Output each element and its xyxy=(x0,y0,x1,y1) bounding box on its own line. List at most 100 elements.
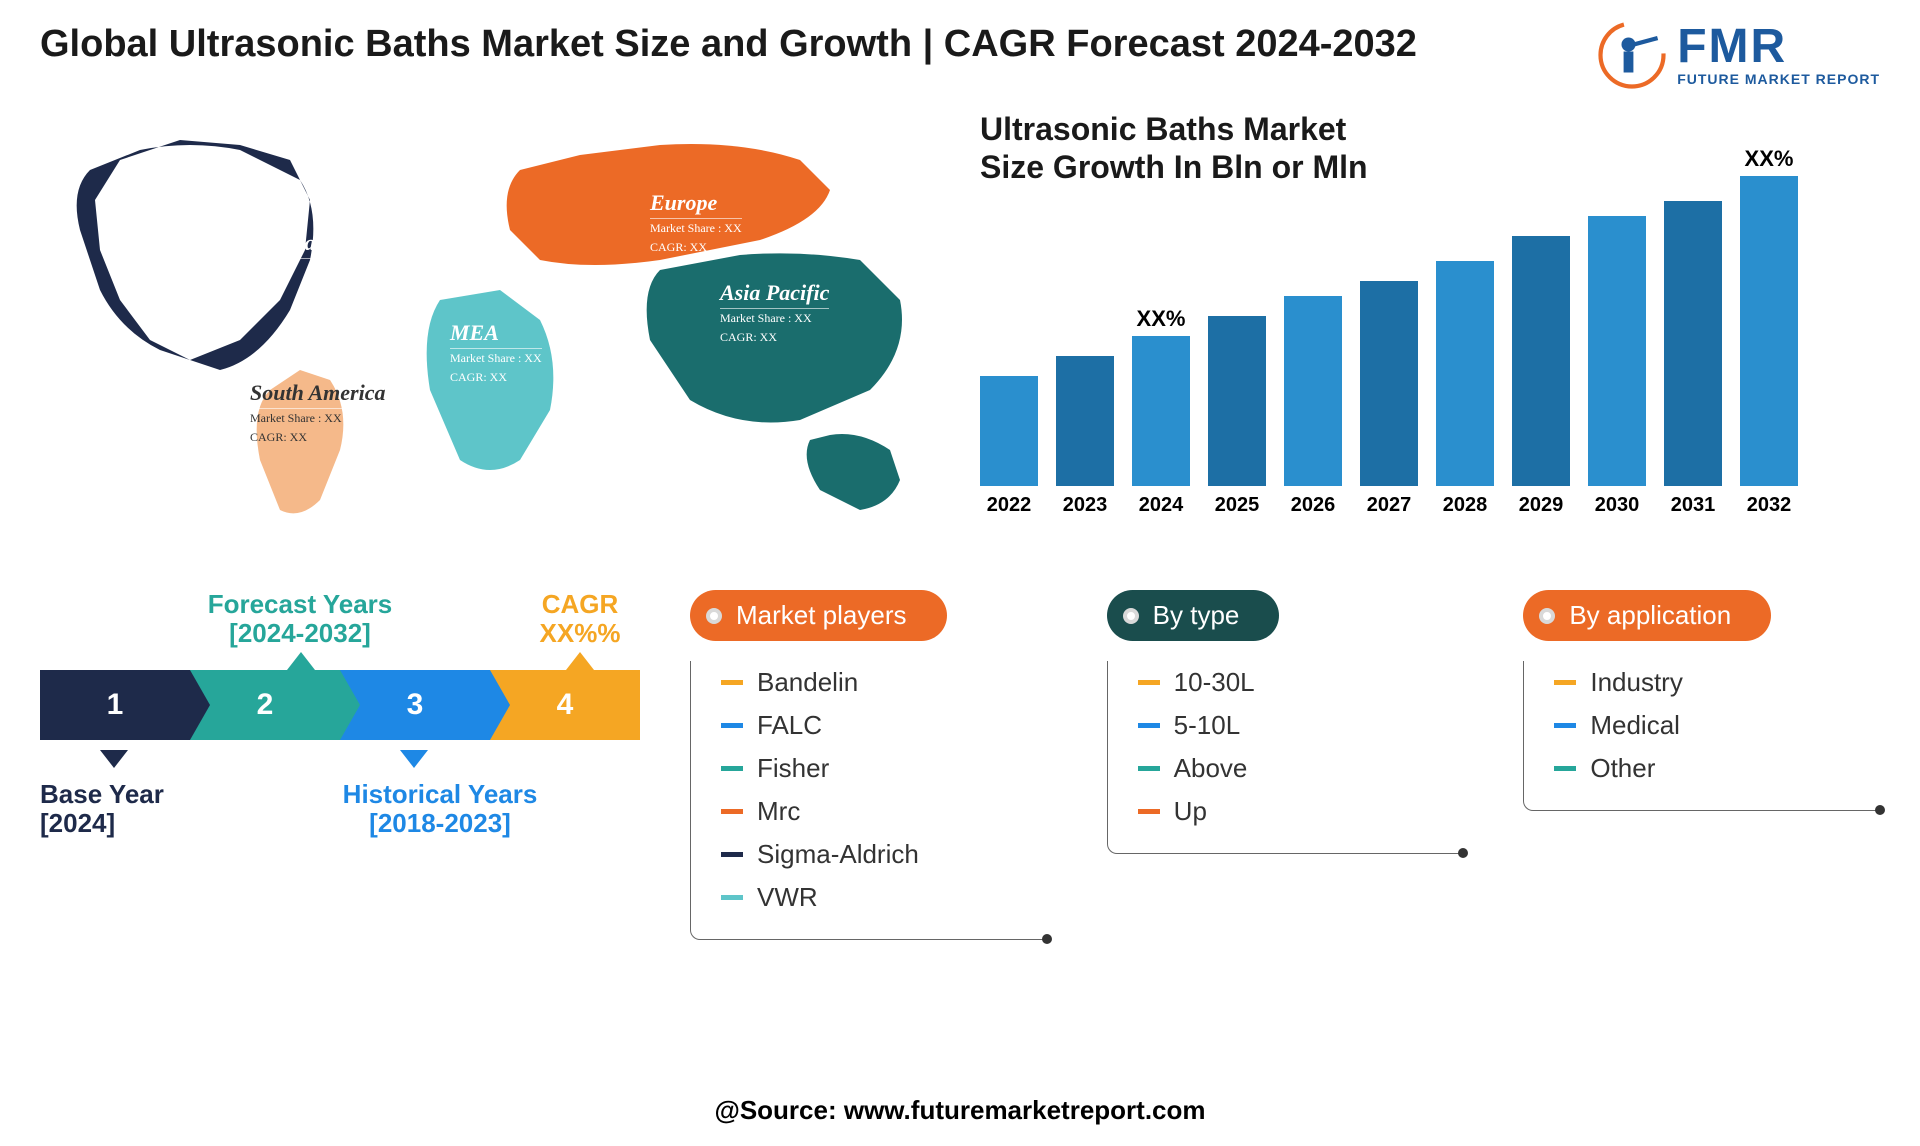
base-label: Base Year [2024] xyxy=(40,780,200,837)
timeline-seg-4: 4 xyxy=(490,670,640,740)
pill-item: Fisher xyxy=(721,747,1027,790)
cagr-label: CAGR XX%% xyxy=(510,590,650,647)
pill-marker-icon xyxy=(1554,723,1576,728)
pill-item-label: 10-30L xyxy=(1174,667,1255,698)
pill-marker-icon xyxy=(1138,766,1160,771)
pill-item: Industry xyxy=(1554,661,1860,704)
pill-marker-icon xyxy=(1138,809,1160,814)
pill-item: Up xyxy=(1138,790,1444,833)
pill-list: Industry Medical Other xyxy=(1523,661,1880,811)
base-range: [2024] xyxy=(40,809,200,838)
pill-marker-icon xyxy=(721,852,743,857)
pill-item-label: Other xyxy=(1590,753,1655,784)
pill-item-label: Medical xyxy=(1590,710,1680,741)
bar-2023: 2023 xyxy=(1056,356,1114,517)
historical-arrow-icon xyxy=(400,750,428,768)
pill-list: 10-30L 5-10L Above Up xyxy=(1107,661,1464,854)
pill-header: Market players xyxy=(690,590,947,641)
pill-marker-icon xyxy=(721,723,743,728)
logo-text: FMR FUTURE MARKET REPORT xyxy=(1677,23,1880,87)
pill-item: 10-30L xyxy=(1138,661,1444,704)
pill-item: Sigma-Aldrich xyxy=(721,833,1027,876)
historical-range: [2018-2023] xyxy=(320,809,560,838)
map-label-north-america: North AmericaMarket Share : XXCAGR: XX xyxy=(180,230,315,295)
pill-item-label: 5-10L xyxy=(1174,710,1241,741)
pill-item-label: Mrc xyxy=(757,796,800,827)
bar-2030: 2030 xyxy=(1588,216,1646,517)
forecast-arrow-icon xyxy=(287,652,315,670)
pill-marker-icon xyxy=(1138,723,1160,728)
pill-item: Above xyxy=(1138,747,1444,790)
pill-by-application: By application Industry Medical Other xyxy=(1523,590,1880,940)
forecast-label: Forecast Years [2024-2032] xyxy=(200,590,400,647)
logo: FMR FUTURE MARKET REPORT xyxy=(1597,20,1880,90)
pill-item-label: Up xyxy=(1174,796,1207,827)
map-label-asia-pacific: Asia PacificMarket Share : XXCAGR: XX xyxy=(720,280,829,345)
pill-item-label: Industry xyxy=(1590,667,1683,698)
pill-item-label: Bandelin xyxy=(757,667,858,698)
page-title: Global Ultrasonic Baths Market Size and … xyxy=(40,20,1417,69)
pill-dot-icon xyxy=(1539,608,1555,624)
cagr-value: XX%% xyxy=(510,619,650,648)
pill-by-type: By type 10-30L 5-10L Above Up xyxy=(1107,590,1464,940)
timeline-seg-2: 2 xyxy=(190,670,340,740)
timeline-seg-3: 3 xyxy=(340,670,490,740)
base-arrow-icon xyxy=(100,750,128,768)
pill-dot-icon xyxy=(1123,608,1139,624)
header: Global Ultrasonic Baths Market Size and … xyxy=(40,20,1880,90)
map-label-europe: EuropeMarket Share : XXCAGR: XX xyxy=(650,190,742,255)
pill-item: Mrc xyxy=(721,790,1027,833)
bar-2029: 2029 xyxy=(1512,236,1570,517)
logo-fmr: FMR xyxy=(1677,23,1880,71)
historical-label: Historical Years [2018-2023] xyxy=(320,780,560,837)
chart-bars: 2022 2023 XX% 2024 2025 2026 2027 2028 20… xyxy=(980,197,1880,517)
pill-list: Bandelin FALC Fisher Mrc Sigma-Aldrich V… xyxy=(690,661,1047,940)
bar-2022: 2022 xyxy=(980,376,1038,517)
historical-title: Historical Years xyxy=(320,780,560,809)
pill-marker-icon xyxy=(1554,680,1576,685)
logo-icon xyxy=(1597,20,1667,90)
pill-marker-icon xyxy=(721,680,743,685)
pill-item: Other xyxy=(1554,747,1860,790)
pill-dot-icon xyxy=(706,608,722,624)
bottom-section: Forecast Years [2024-2032] CAGR XX%% 123… xyxy=(40,590,1880,940)
bar-2031: 2031 xyxy=(1664,201,1722,517)
pill-title: By type xyxy=(1153,600,1240,631)
pill-marker-icon xyxy=(1554,766,1576,771)
map-label-mea: MEAMarket Share : XXCAGR: XX xyxy=(450,320,542,385)
base-title: Base Year xyxy=(40,780,200,809)
forecast-title: Forecast Years xyxy=(200,590,400,619)
bar-2026: 2026 xyxy=(1284,296,1342,517)
pill-item-label: Fisher xyxy=(757,753,829,784)
pill-marker-icon xyxy=(721,766,743,771)
pill-marker-icon xyxy=(721,809,743,814)
bar-2027: 2027 xyxy=(1360,281,1418,517)
pill-item: Medical xyxy=(1554,704,1860,747)
pill-header: By application xyxy=(1523,590,1771,641)
timeline: Forecast Years [2024-2032] CAGR XX%% 123… xyxy=(40,590,640,890)
pill-marker-icon xyxy=(1138,680,1160,685)
logo-sub: FUTURE MARKET REPORT xyxy=(1677,71,1880,87)
bar-2028: 2028 xyxy=(1436,261,1494,517)
chart-title: Ultrasonic Baths Market Size Growth In B… xyxy=(980,110,1380,187)
timeline-bar: 1234 xyxy=(40,670,640,740)
world-map: North AmericaMarket Share : XXCAGR: XX So… xyxy=(40,110,940,530)
pill-item-label: Above xyxy=(1174,753,1248,784)
pill-title: By application xyxy=(1569,600,1731,631)
forecast-range: [2024-2032] xyxy=(200,619,400,648)
pill-item-label: Sigma-Aldrich xyxy=(757,839,919,870)
timeline-seg-1: 1 xyxy=(40,670,190,740)
source-text: @Source: www.futuremarketreport.com xyxy=(714,1095,1205,1126)
pill-market-players: Market players Bandelin FALC Fisher Mrc … xyxy=(690,590,1047,940)
cagr-arrow-icon xyxy=(566,652,594,670)
pill-header: By type xyxy=(1107,590,1280,641)
pill-item-label: VWR xyxy=(757,882,818,913)
map-label-south-america: South AmericaMarket Share : XXCAGR: XX xyxy=(250,380,386,445)
top-section: North AmericaMarket Share : XXCAGR: XX So… xyxy=(40,110,1880,530)
pill-item: 5-10L xyxy=(1138,704,1444,747)
bar-chart: Ultrasonic Baths Market Size Growth In B… xyxy=(980,110,1880,530)
bar-2025: 2025 xyxy=(1208,316,1266,517)
pill-item-label: FALC xyxy=(757,710,822,741)
pill-item: Bandelin xyxy=(721,661,1027,704)
bar-2024: XX% 2024 xyxy=(1132,336,1190,517)
